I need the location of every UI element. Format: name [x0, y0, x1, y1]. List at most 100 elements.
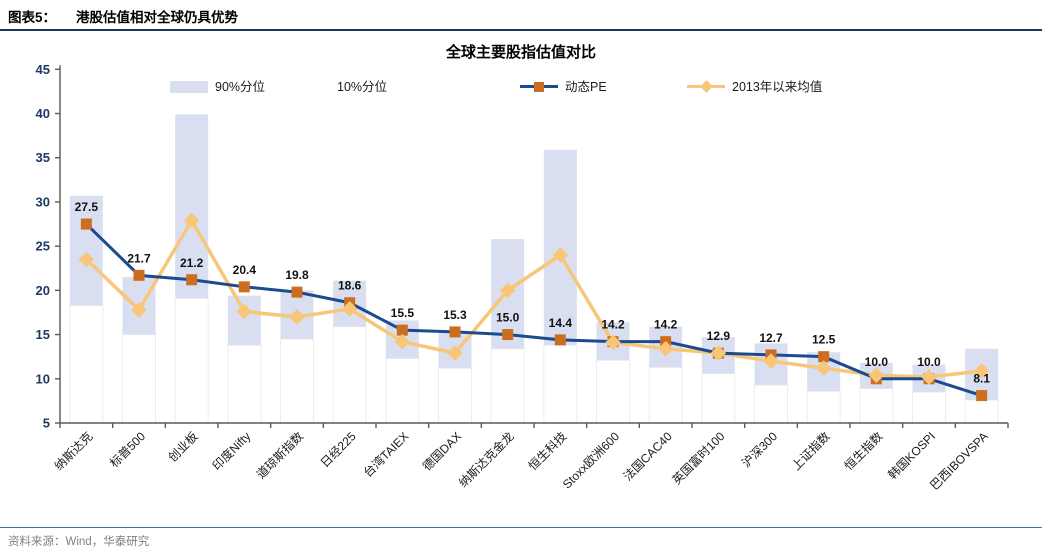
- mean-line: [85, 218, 982, 379]
- y-tick-label: 20: [36, 283, 50, 298]
- pe-data-label: 14.2: [601, 318, 625, 332]
- legend-item-90pct: 90%分位: [170, 79, 265, 95]
- x-category-label: 恒生指数: [841, 429, 886, 474]
- source-note: 资料来源：Wind，华泰研究: [8, 536, 150, 548]
- pe-square-marker-icon: [534, 81, 544, 92]
- pe-data-label: 18.6: [338, 279, 362, 293]
- legend-label-mean: 2013年以来均值: [732, 80, 823, 94]
- p10-under-bar: [596, 359, 630, 424]
- p10-under-bar: [227, 344, 262, 424]
- y-tick-label: 5: [43, 416, 50, 431]
- mean-marker: [131, 302, 147, 318]
- mean-marker: [183, 212, 200, 229]
- pe-data-label: 10.0: [917, 355, 941, 369]
- p10-under-bar: [438, 367, 472, 424]
- pe-data-label: 27.5: [75, 200, 99, 214]
- p10-under-bar: [69, 304, 104, 424]
- pe-marker: [502, 329, 514, 341]
- pe-marker: [291, 286, 303, 298]
- x-category-label: 日经225: [318, 429, 359, 470]
- pe-marker: [818, 351, 830, 363]
- p10-under-bar: [332, 326, 367, 424]
- p10-under-bar: [912, 391, 946, 424]
- pe-data-label: 15.3: [443, 308, 467, 322]
- p10-under-bar: [385, 357, 420, 424]
- pe-data-label: 14.4: [549, 316, 573, 330]
- pe-marker: [976, 390, 988, 402]
- legend-label-10pct: 10%分位: [337, 80, 388, 94]
- pe-marker: [396, 324, 408, 336]
- x-category-label: 台湾TAIEX: [360, 429, 411, 480]
- pe-marker: [238, 281, 250, 293]
- x-category-label: 印度Nifty: [209, 429, 254, 474]
- x-category-label: 法国CAC40: [621, 429, 675, 483]
- pe-data-label: 12.5: [812, 333, 836, 347]
- pe-data-label: 12.9: [707, 329, 731, 343]
- p10-under-bar: [122, 334, 156, 424]
- legend-label-pe: 动态PE: [565, 80, 607, 94]
- percentile-range-bar: [69, 195, 103, 306]
- x-category-label: 韩国KOSPI: [885, 429, 939, 483]
- percentile-range-bar: [175, 114, 209, 299]
- percentile-range-bar: [227, 295, 261, 346]
- y-tick-label: 10: [36, 371, 50, 386]
- x-category-label: 道琼斯指数: [253, 429, 306, 482]
- pe-marker: [186, 274, 198, 286]
- p10-under-bar: [490, 348, 525, 424]
- pe-line: [85, 222, 983, 398]
- x-category-label: 英国富时100: [669, 428, 728, 487]
- pe-data-label: 14.2: [654, 318, 678, 332]
- header-divider: [0, 29, 1042, 31]
- y-tick-label: 35: [36, 150, 50, 165]
- pe-data-label: 8.1: [973, 372, 990, 386]
- pe-marker: [449, 326, 461, 338]
- y-tick-label: 30: [36, 194, 50, 209]
- p10-under-bar: [701, 372, 736, 424]
- legend-swatch-pe-icon: [520, 81, 558, 92]
- pe-data-label: 12.7: [759, 331, 783, 345]
- legend-item-mean: 2013年以来均值: [687, 79, 822, 95]
- y-tick-label: 45: [36, 62, 50, 77]
- p10-under-bar: [543, 344, 578, 424]
- pe-marker: [133, 269, 145, 281]
- legend-label-90pct: 90%分位: [215, 80, 266, 94]
- legend-item-pe: 动态PE: [520, 79, 607, 95]
- figure-title: 港股估值相对全球仍具优势: [76, 10, 239, 25]
- p10-under-bar: [280, 338, 314, 424]
- pe-marker: [554, 334, 566, 346]
- y-tick-label: 15: [36, 327, 50, 342]
- pe-data-label: 20.4: [233, 263, 257, 277]
- pe-data-label: 21.7: [127, 251, 151, 265]
- valuation-comparison-chart: 5 10 15 20 25 30 35 40 45 纳斯达克 标普500 创业板 印度Nifty 道琼斯指…: [36, 62, 1009, 493]
- pe-marker: [80, 218, 92, 230]
- y-tick-label: 40: [36, 106, 50, 121]
- pe-data-label: 21.2: [180, 256, 204, 270]
- x-category-label: 德国DAX: [419, 429, 464, 474]
- legend-swatch-90pct-icon: [170, 80, 208, 93]
- chart-title: 全球主要股指估值对比: [445, 44, 596, 61]
- pe-data-label: 15.0: [496, 311, 520, 325]
- pe-data-label: 10.0: [865, 355, 889, 369]
- x-category-label: 上证指数: [788, 429, 833, 474]
- figure-header: 图表5： 港股估值相对全球仍具优势: [8, 6, 238, 26]
- y-tick-label: 25: [36, 239, 50, 254]
- pe-data-label: 15.5: [391, 306, 415, 320]
- x-category-label: 恒生科技: [526, 429, 570, 473]
- x-category-label: 纳斯达克金龙: [455, 429, 517, 491]
- mean-marker: [236, 303, 253, 320]
- x-category-label: 纳斯达克: [52, 429, 96, 473]
- p10-under-bar: [806, 390, 841, 424]
- p10-under-bar: [174, 297, 209, 424]
- legend-swatch-mean-icon: [687, 79, 725, 93]
- x-category-label: 创业板: [165, 429, 200, 464]
- p10-under-bar: [648, 366, 683, 424]
- legend-item-10pct: 10%分位: [292, 79, 387, 95]
- figure-number: 图表5：: [8, 10, 57, 25]
- p10-under-bar: [754, 384, 788, 424]
- p10-under-bar: [964, 399, 999, 424]
- p10-under-bar: [859, 388, 894, 424]
- x-category-label: Stoxx欧洲600: [560, 429, 622, 491]
- footer-divider: [0, 527, 1042, 528]
- x-category-label: 标普500: [107, 429, 148, 470]
